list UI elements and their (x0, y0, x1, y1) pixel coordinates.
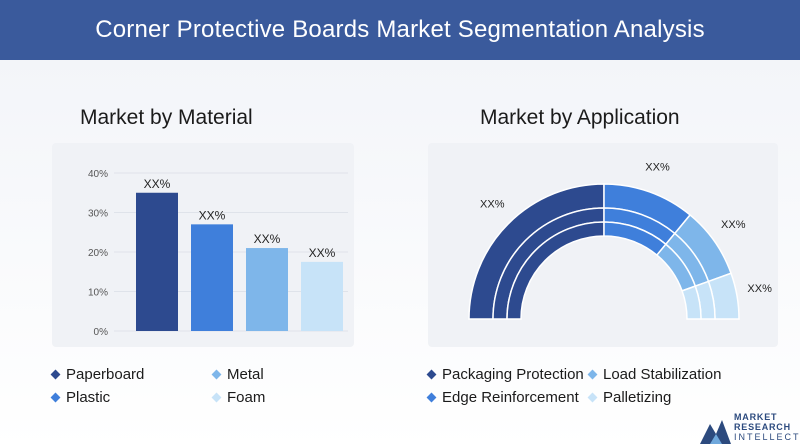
bar-data-label: XX% (309, 246, 336, 260)
donut-slice (681, 285, 702, 320)
slice-data-label: XX% (480, 198, 505, 210)
legend-label: Packaging Protection (442, 366, 584, 383)
legend-label: Palletizing (603, 389, 672, 406)
legend-marker-icon (50, 369, 61, 380)
legend-item-foam: Foam (211, 389, 266, 406)
legend-marker-icon (211, 369, 222, 380)
material-section-title: Market by Material (80, 106, 253, 129)
legend-label: Foam (227, 389, 266, 406)
brand-logo: MARKET RESEARCH INTELLECT (698, 410, 800, 446)
bar-data-label: XX% (144, 177, 171, 191)
legend-label: Edge Reinforcement (442, 389, 579, 406)
legend-item-metal: Metal (211, 366, 264, 383)
legend-item-edge-reinforcement: Edge Reinforcement (426, 389, 579, 406)
material-bar-chart: 0% 10% 20% 30% 40% XX% XX% XX% XX% (88, 169, 348, 338)
application-section-title: Market by Application (480, 106, 680, 129)
legend-label: Load Stabilization (603, 366, 722, 383)
legend-item-load-stabilization: Load Stabilization (587, 366, 722, 383)
legend-item-packaging-protection: Packaging Protection (426, 366, 584, 383)
application-semi-donut-chart: XX% XX% XX% XX% (468, 161, 772, 320)
y-tick-label: 10% (88, 288, 108, 299)
y-tick-label: 30% (88, 209, 108, 220)
slice-data-label: XX% (645, 161, 670, 173)
legend-item-palletizing: Palletizing (587, 389, 672, 406)
legend-label: Plastic (66, 389, 111, 406)
logo-line-2: RESEARCH (734, 422, 791, 432)
y-tick-label: 0% (94, 327, 109, 338)
legend-item-plastic: Plastic (50, 389, 111, 406)
y-tick-label: 40% (88, 169, 108, 180)
header-banner: Corner Protective Boards Market Segmenta… (0, 0, 800, 60)
legend-marker-icon (587, 392, 598, 403)
bar-data-label: XX% (254, 232, 281, 246)
slice-data-label: XX% (747, 283, 772, 295)
y-tick-label: 20% (88, 248, 108, 259)
bar (301, 261, 343, 331)
legend-label: Metal (227, 366, 264, 383)
legend-marker-icon (426, 369, 437, 380)
legend-marker-icon (211, 392, 222, 403)
legend-marker-icon (50, 392, 61, 403)
page-title: Corner Protective Boards Market Segmenta… (95, 16, 705, 43)
application-chart-panel: XX% XX% XX% XX% (428, 143, 778, 347)
legend-item-paperboard: Paperboard (50, 366, 145, 383)
logo-text: MARKET RESEARCH INTELLECT (734, 412, 800, 442)
legend-label: Paperboard (66, 366, 145, 383)
bar (191, 224, 233, 331)
logo-line-3: INTELLECT (734, 432, 800, 442)
bar (246, 248, 288, 331)
legend-marker-icon (587, 369, 598, 380)
legend-marker-icon (426, 392, 437, 403)
bar (136, 192, 178, 331)
logo-mountain-icon (700, 420, 731, 444)
logo-line-1: MARKET (734, 412, 778, 422)
material-chart-panel: 0% 10% 20% 30% 40% XX% XX% XX% XX% (52, 143, 354, 347)
slice-data-label: XX% (721, 219, 746, 231)
bar-data-label: XX% (199, 208, 226, 222)
